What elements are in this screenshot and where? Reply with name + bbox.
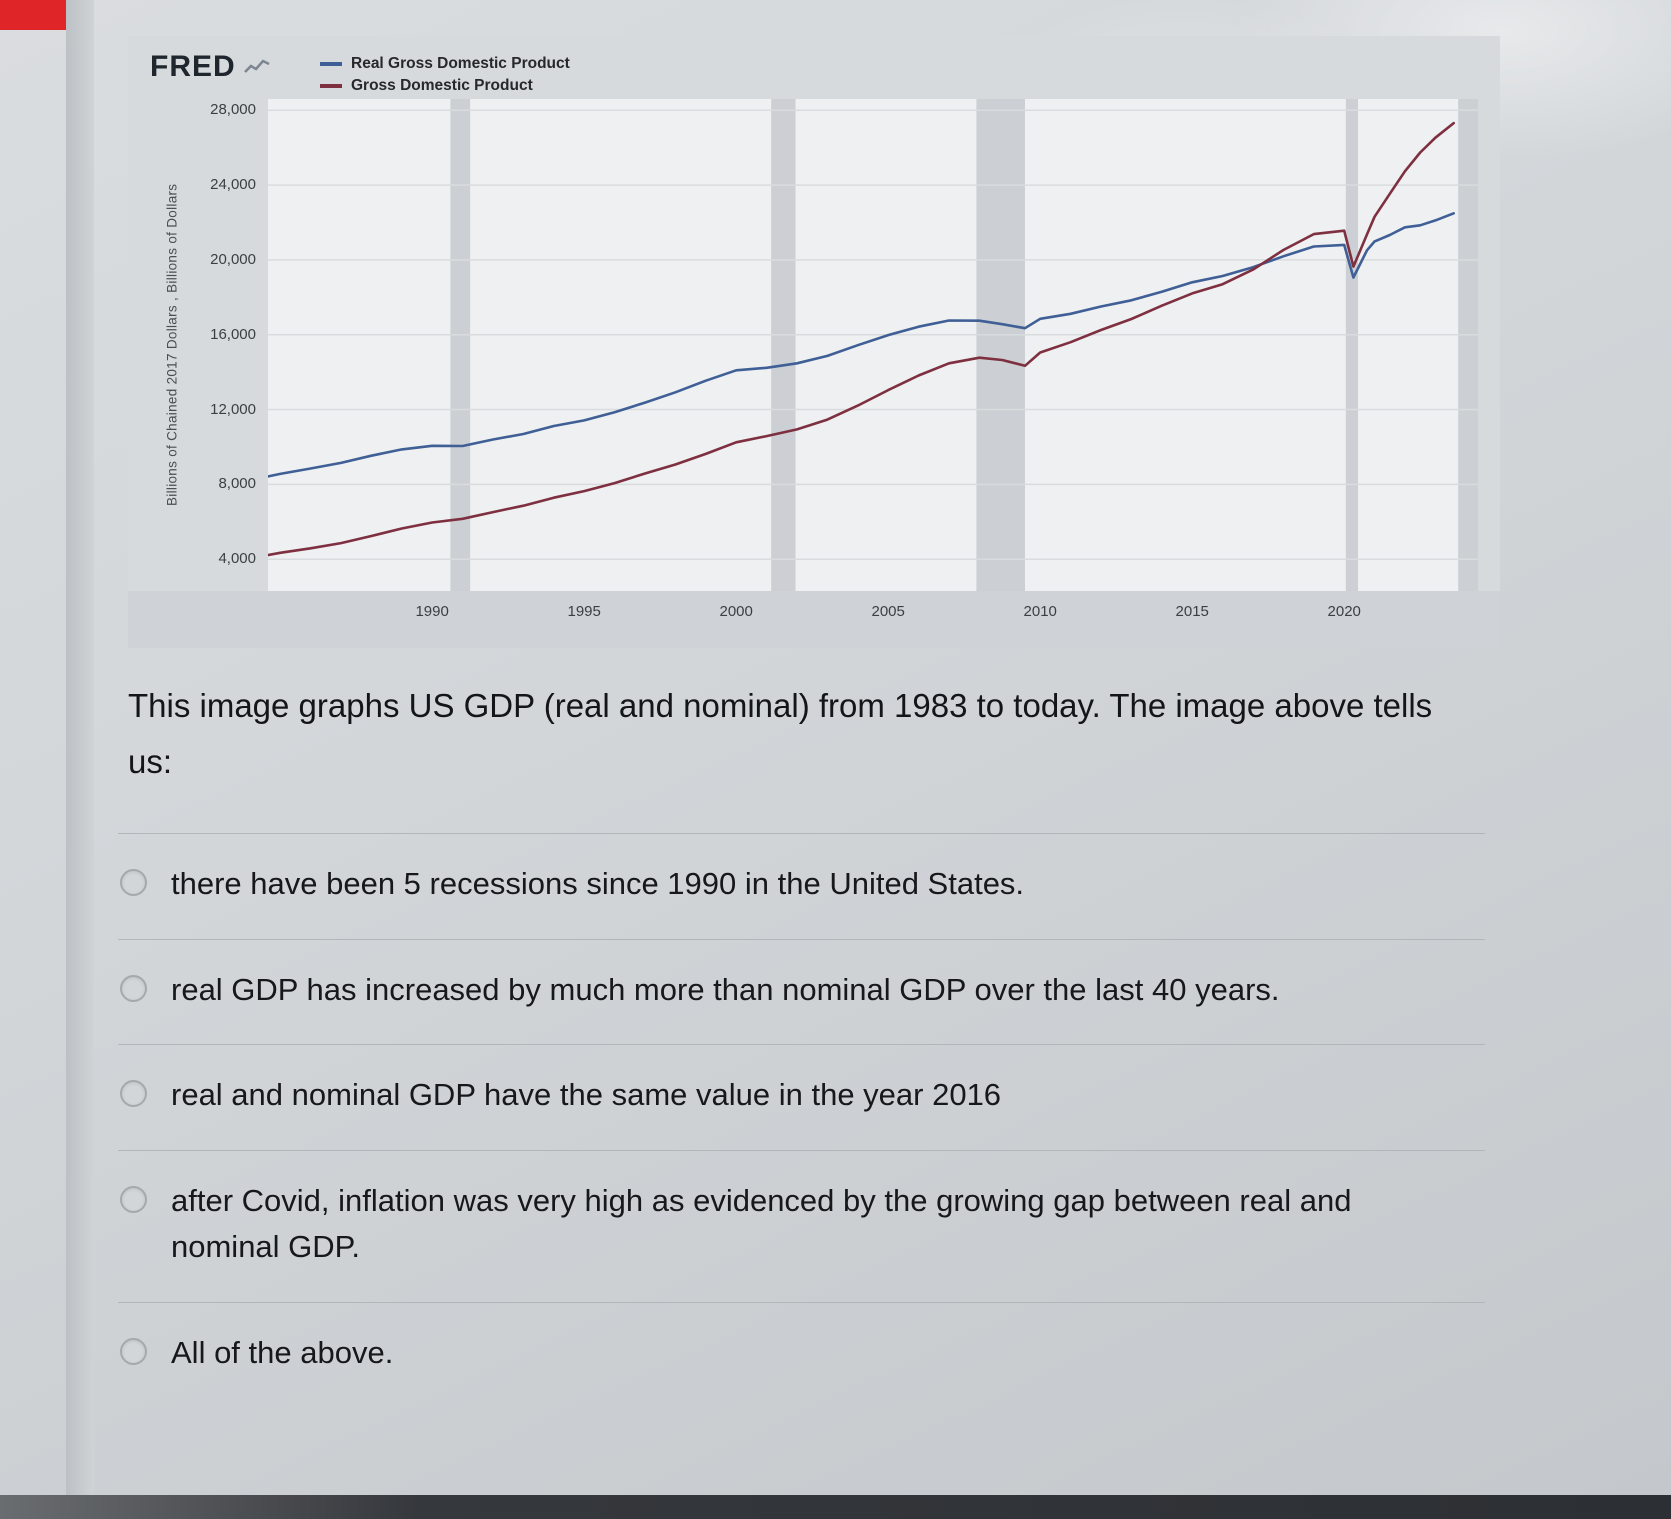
legend-item-nominal-gdp: Gross Domestic Product bbox=[320, 75, 570, 97]
radio-button-3[interactable] bbox=[120, 1080, 147, 1107]
y-tick-label: 12,000 bbox=[210, 400, 256, 418]
y-tick-label: 20,000 bbox=[210, 250, 256, 268]
y-tick-label: 28,000 bbox=[210, 101, 256, 119]
question-text: This image graphs US GDP (real and nomin… bbox=[128, 687, 1433, 781]
screen-corner-marker bbox=[0, 0, 66, 30]
gdp-lines-plot bbox=[268, 99, 1478, 591]
answer-option-4[interactable]: after Covid, inflation was very high as … bbox=[118, 1149, 1485, 1302]
y-tick-label: 8,000 bbox=[218, 475, 256, 493]
nominal-gdp-line-swatch bbox=[320, 84, 342, 88]
plot-area bbox=[268, 99, 1478, 591]
option-label-4: after Covid, inflation was very high as … bbox=[171, 1182, 1352, 1265]
legend-label: Real Gross Domestic Product bbox=[351, 55, 570, 72]
answer-options: there have been 5 recessions since 1990 … bbox=[118, 833, 1485, 1407]
answer-option-3[interactable]: real and nominal GDP have the same value… bbox=[118, 1044, 1485, 1150]
x-tick-label: 2015 bbox=[1175, 603, 1209, 620]
x-axis-strip bbox=[128, 591, 1500, 648]
answer-option-2[interactable]: real GDP has increased by much more than… bbox=[118, 938, 1485, 1045]
radio-button-2[interactable] bbox=[120, 974, 147, 1002]
option-label-1: there have been 5 recessions since 1990 … bbox=[171, 866, 1025, 901]
fred-logo: FRED bbox=[150, 50, 270, 84]
radio-button-5[interactable] bbox=[120, 1337, 147, 1365]
x-tick-label: 2010 bbox=[1023, 603, 1057, 620]
y-tick-label: 16,000 bbox=[210, 325, 256, 343]
fred-gdp-chart: FRED Real Gross Domestic Product Gross D… bbox=[128, 36, 1500, 648]
x-tick-label: 1995 bbox=[567, 603, 601, 620]
fred-logo-icon bbox=[243, 59, 270, 73]
chart-legend: Real Gross Domestic Product Gross Domest… bbox=[320, 53, 570, 97]
legend-label: Gross Domestic Product bbox=[351, 77, 533, 94]
answer-option-5[interactable]: All of the above. bbox=[118, 1301, 1485, 1408]
y-axis-label: Billions of Chained 2017 Dollars , Billi… bbox=[164, 183, 180, 507]
y-tick-label: 4,000 bbox=[218, 550, 256, 568]
answer-option-1[interactable]: there have been 5 recessions since 1990 … bbox=[118, 833, 1485, 939]
x-tick-label: 2000 bbox=[719, 603, 753, 620]
radio-button-1[interactable] bbox=[120, 869, 147, 896]
option-label-5: All of the above. bbox=[171, 1334, 394, 1370]
option-label-3: real and nominal GDP have the same value… bbox=[171, 1077, 1002, 1112]
screen-left-edge bbox=[66, 0, 94, 1519]
x-tick-label: 2020 bbox=[1327, 603, 1361, 620]
real-gdp-line-swatch bbox=[320, 62, 342, 66]
radio-button-4[interactable] bbox=[120, 1185, 147, 1213]
legend-item-real-gdp: Real Gross Domestic Product bbox=[320, 53, 570, 75]
fred-logo-text: FRED bbox=[150, 50, 236, 83]
y-tick-label: 24,000 bbox=[210, 176, 256, 194]
option-label-2: real GDP has increased by much more than… bbox=[171, 971, 1280, 1007]
x-tick-label: 2005 bbox=[871, 603, 905, 620]
screen-bottom-edge bbox=[0, 1495, 1671, 1519]
x-tick-label: 1990 bbox=[415, 603, 449, 620]
